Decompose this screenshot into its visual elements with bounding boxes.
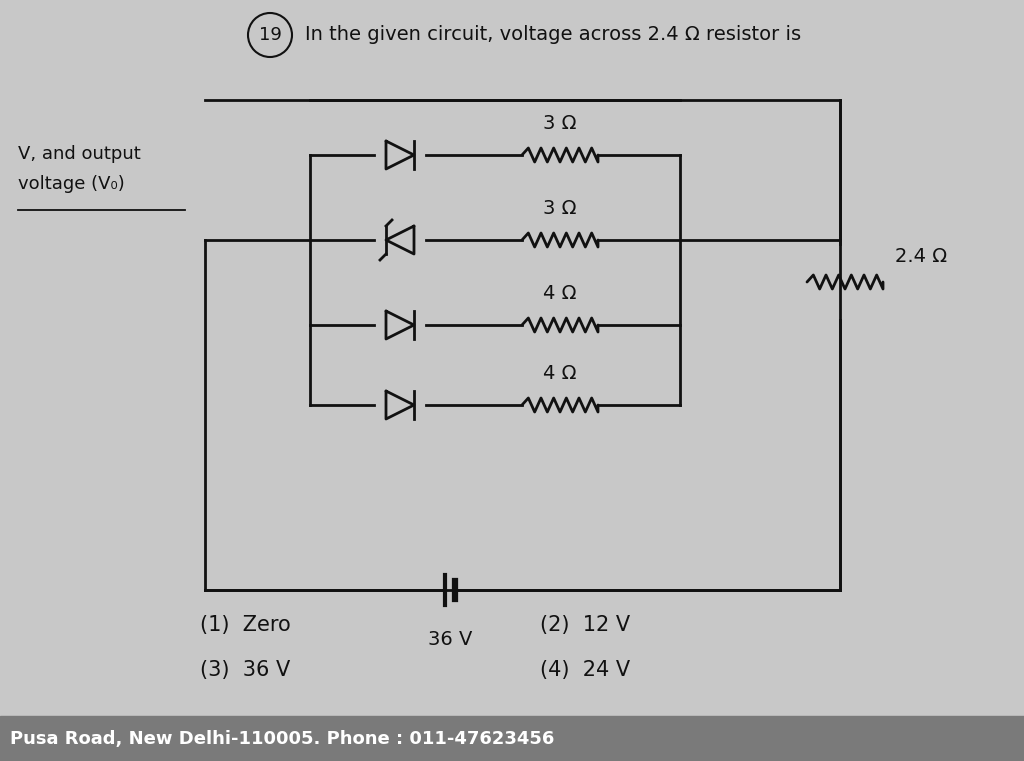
Text: voltage (V₀): voltage (V₀) (18, 175, 125, 193)
Text: 36 V: 36 V (428, 630, 472, 649)
Bar (0, 716, 1024, 761)
Text: (4)  24 V: (4) 24 V (540, 660, 630, 680)
Text: 3 Ω: 3 Ω (544, 199, 577, 218)
Text: Pusa Road, New Delhi-110005. Phone : 011-47623456: Pusa Road, New Delhi-110005. Phone : 011… (10, 730, 554, 748)
Text: 4 Ω: 4 Ω (544, 284, 577, 303)
Text: (3)  36 V: (3) 36 V (200, 660, 290, 680)
Text: 19: 19 (259, 26, 282, 44)
Text: In the given circuit, voltage across 2.4 Ω resistor is: In the given circuit, voltage across 2.4… (305, 26, 801, 44)
Text: 2.4 Ω: 2.4 Ω (895, 247, 947, 266)
Text: 4 Ω: 4 Ω (544, 364, 577, 383)
Text: 3 Ω: 3 Ω (544, 114, 577, 133)
Text: (1)  Zero: (1) Zero (200, 615, 291, 635)
Text: V, and output: V, and output (18, 145, 140, 163)
Text: (2)  12 V: (2) 12 V (540, 615, 630, 635)
